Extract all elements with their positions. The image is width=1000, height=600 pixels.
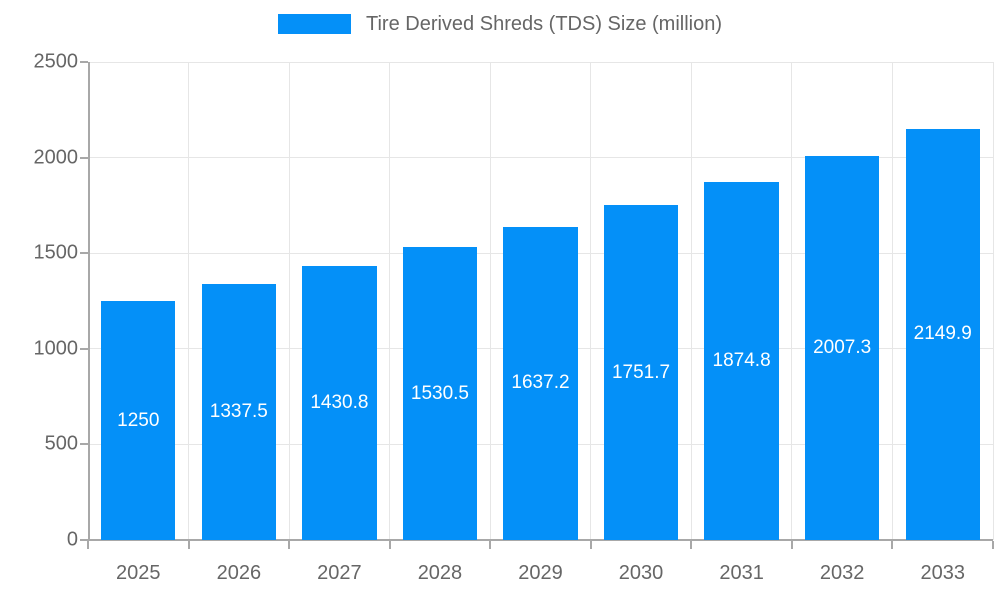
y-tick-label: 2000 xyxy=(33,146,79,169)
bar[interactable]: 1530.5 xyxy=(402,247,478,540)
x-tick-label: 2033 xyxy=(920,562,965,584)
y-tick-label: 1000 xyxy=(33,337,79,360)
x-gridline xyxy=(791,62,793,540)
x-gridline xyxy=(690,62,692,540)
y-gridline xyxy=(88,157,993,159)
x-gridline xyxy=(489,62,491,540)
bar[interactable]: 1751.7 xyxy=(603,205,679,540)
x-axis-line xyxy=(88,539,993,541)
bar-value-label: 1430.8 xyxy=(310,392,369,414)
plot-area: 1250 1337.5 1430.8 1530.5 1637.2 1751.7 1874.8… xyxy=(80,61,994,549)
bar[interactable]: 1250 xyxy=(101,301,176,540)
x-axis-tick xyxy=(288,541,291,549)
x-gridline xyxy=(590,62,592,540)
x-tick-label: 2026 xyxy=(216,562,262,584)
x-axis-tick xyxy=(489,541,492,549)
y-axis-tick xyxy=(80,443,88,446)
chart-legend: Tire Derived Shreds (TDS) Size (million) xyxy=(0,14,1000,34)
x-tick-label: 2030 xyxy=(618,562,664,584)
bar-value-label: 1530.5 xyxy=(410,382,469,404)
x-gridline xyxy=(992,62,994,540)
bar-value-label: 1250 xyxy=(117,409,160,431)
x-axis-tick xyxy=(589,541,592,549)
bar-value-label: 1751.7 xyxy=(611,361,671,383)
y-gridline xyxy=(88,61,993,63)
bar-value-label: 1637.2 xyxy=(511,372,570,394)
bar[interactable]: 1637.2 xyxy=(503,226,578,540)
x-tick-label: 2032 xyxy=(819,562,865,584)
x-axis-tick xyxy=(992,541,994,549)
bar[interactable]: 1337.5 xyxy=(201,284,277,540)
x-axis-tick xyxy=(388,541,391,549)
x-axis-tick xyxy=(891,541,894,549)
bar[interactable]: 2149.9 xyxy=(905,128,980,540)
bar[interactable]: 1874.8 xyxy=(704,181,779,540)
x-gridline xyxy=(389,62,391,540)
bar[interactable]: 2007.3 xyxy=(804,156,880,540)
x-gridline xyxy=(288,62,290,540)
x-gridline xyxy=(188,62,190,540)
x-tick-label: 2027 xyxy=(317,562,362,584)
y-tick-label: 500 xyxy=(44,432,78,455)
y-tick-label: 0 xyxy=(66,528,78,551)
x-axis-tick xyxy=(87,541,89,549)
x-gridline xyxy=(891,62,893,540)
y-tick-label: 2500 xyxy=(33,50,79,73)
x-tick-label: 2031 xyxy=(719,562,764,584)
y-axis-line xyxy=(88,62,90,540)
legend-swatch xyxy=(278,14,351,34)
y-axis-tick xyxy=(80,347,88,350)
bar[interactable]: 1430.8 xyxy=(302,266,377,540)
x-tick-label: 2028 xyxy=(417,562,463,584)
y-axis-tick xyxy=(80,156,88,159)
y-axis-tick xyxy=(80,61,88,63)
bar-value-label: 2007.3 xyxy=(813,337,872,359)
x-axis-tick xyxy=(790,541,793,549)
x-axis-tick xyxy=(690,541,693,549)
x-tick-label: 2025 xyxy=(116,562,161,584)
bar-value-label: 1337.5 xyxy=(209,401,268,423)
y-tick-label: 1500 xyxy=(33,241,79,264)
x-axis-tick xyxy=(187,541,190,549)
y-axis-tick xyxy=(80,252,88,255)
bar-value-label: 1874.8 xyxy=(712,349,771,371)
x-tick-label: 2029 xyxy=(518,562,563,584)
bar-value-label: 2149.9 xyxy=(913,323,972,345)
legend-label: Tire Derived Shreds (TDS) Size (million) xyxy=(366,13,722,35)
y-axis-tick xyxy=(80,539,88,541)
